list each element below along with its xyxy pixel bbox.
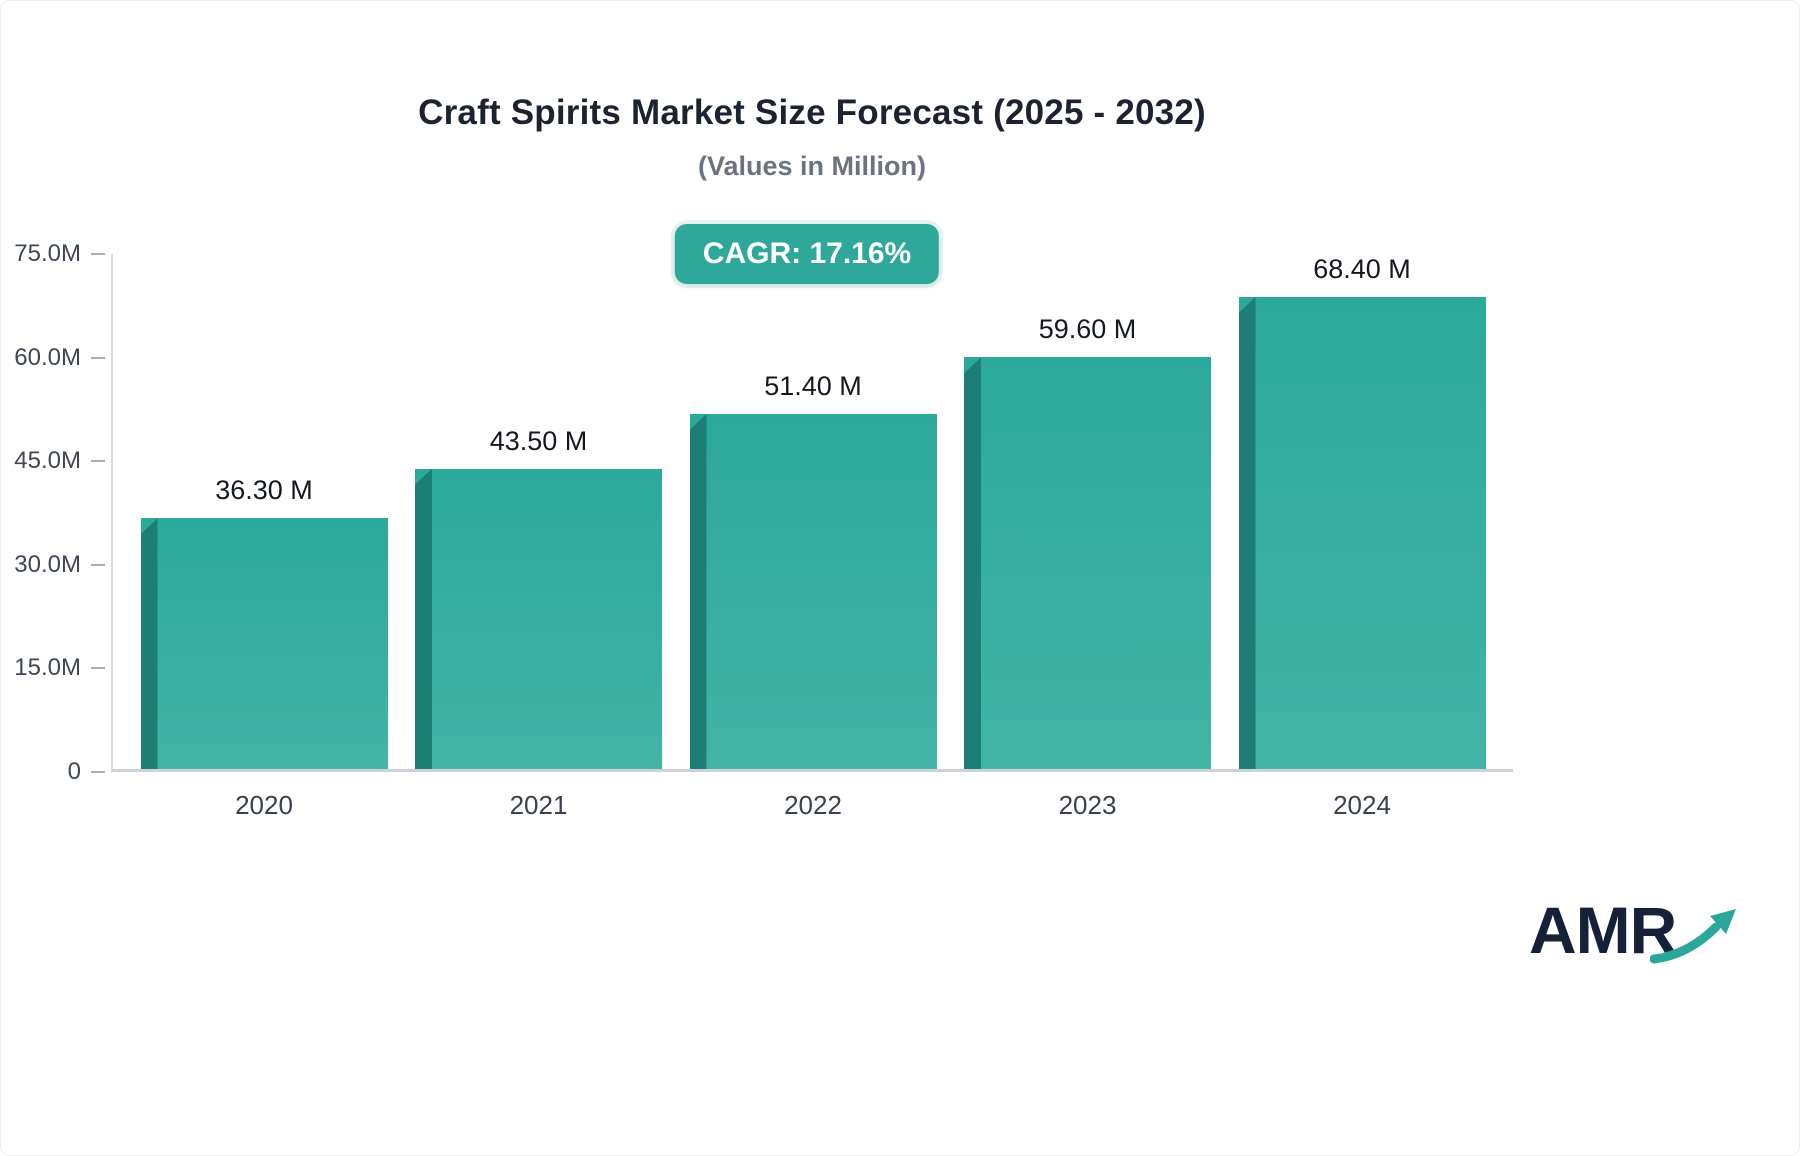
cagr-badge: CAGR: 17.16%	[674, 224, 940, 284]
y-tick-label: 30.0M	[14, 550, 81, 578]
bar-value-label: 59.60 M	[1038, 314, 1137, 345]
bar-value-label: 51.40 M	[764, 371, 862, 401]
y-tick-label: 60.0M	[14, 343, 81, 371]
y-tick: 0	[68, 758, 111, 786]
bar-side-shade	[964, 357, 981, 769]
bar-side-shade	[1238, 297, 1256, 769]
y-tick: 30.0M	[14, 551, 111, 579]
bar-group: 36.30 M 2020	[140, 254, 388, 820]
y-tick-mark	[91, 460, 105, 463]
bar	[964, 357, 1211, 769]
bar-side-shade	[140, 518, 158, 769]
bar-value-label: 43.50 M	[489, 425, 588, 456]
x-axis-label: 2024	[1333, 790, 1391, 820]
chart-title: Craft Spirits Market Size Forecast (2025…	[418, 93, 1206, 132]
y-tick-label: 75.0M	[14, 240, 81, 267]
amr-logo-text: AMR	[1529, 893, 1677, 967]
bar-group: 43.50 M 2021	[415, 254, 662, 820]
x-axis-label: 2022	[784, 790, 842, 820]
bar	[1238, 297, 1486, 769]
bar	[415, 468, 662, 769]
x-axis-label: 2021	[509, 790, 568, 820]
y-tick-mark	[91, 667, 105, 670]
bar	[140, 518, 388, 769]
y-tick-mark	[91, 771, 105, 773]
bar-group: 68.40 M 2024	[1238, 254, 1486, 820]
bar-side-shade	[689, 414, 707, 769]
y-tick: 60.0M	[14, 344, 111, 372]
y-tick-mark	[91, 563, 105, 566]
plot-area: 36.30 M 2020 43.50 M 2021 51.40 M 2022 59.60 M…	[111, 254, 1513, 820]
amr-logo-arrow-icon	[1650, 909, 1737, 964]
y-tick-label: 45.0M	[14, 447, 81, 475]
amr-logo: AMR	[1529, 893, 1768, 967]
y-tick: 45.0M	[14, 447, 111, 475]
chart-header: Craft Spirits Market Size Forecast (2025…	[1, 93, 1623, 182]
y-tick-label: 15.0M	[14, 654, 81, 682]
bar-value-label: 68.40 M	[1313, 254, 1411, 284]
bar-side-shade	[415, 468, 432, 769]
y-tick-label: 0	[67, 758, 81, 785]
bar-group: 59.60 M 2023	[964, 254, 1211, 820]
bar	[689, 414, 937, 769]
chart-subtitle: (Values in Million)	[697, 151, 927, 181]
y-tick-mark	[91, 253, 105, 255]
y-tick-mark	[91, 356, 105, 359]
y-axis: 0 15.0M 30.0M 45.0M 60.0M 75.0M	[1, 240, 111, 785]
bar-value-label: 36.30 M	[215, 475, 313, 506]
bar-group: 51.40 M 2022	[689, 254, 937, 820]
x-axis-label: 2020	[235, 790, 293, 820]
y-tick: 15.0M	[14, 654, 111, 682]
y-tick: 75.0M	[14, 240, 111, 268]
x-axis-label: 2023	[1058, 790, 1117, 820]
